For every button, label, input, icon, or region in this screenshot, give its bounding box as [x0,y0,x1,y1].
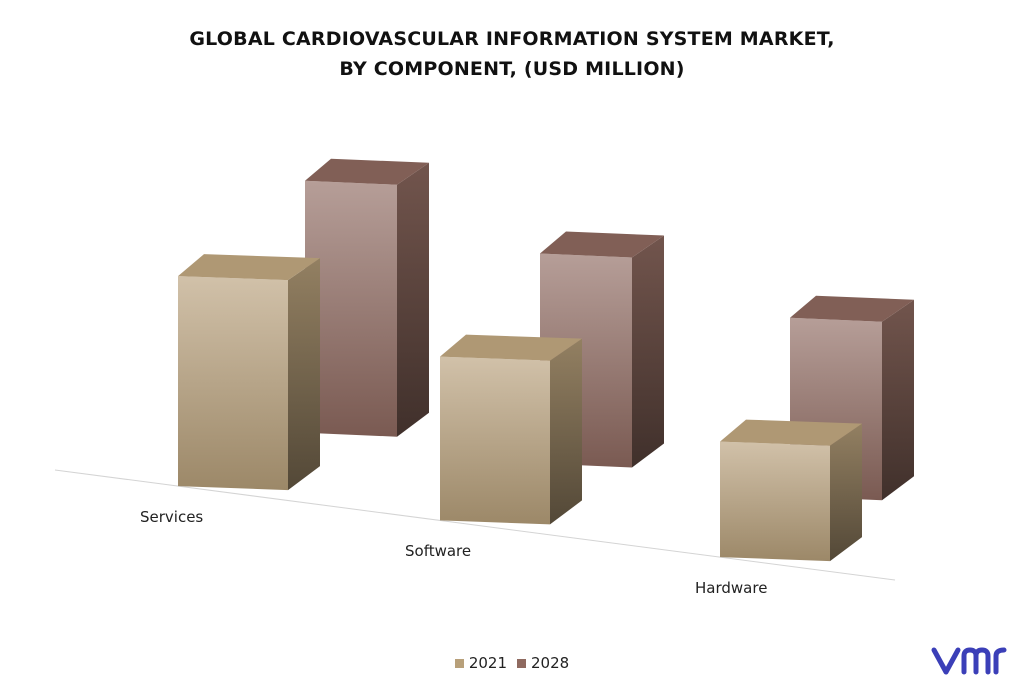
bar-front-face [305,180,397,437]
chart-title-line-1: GLOBAL CARDIOVASCULAR INFORMATION SYSTEM… [189,28,835,50]
bar-top-face [540,231,664,258]
bar-top-face [440,334,582,361]
legend-item-2021: 2021 [454,654,507,672]
bar-front-face [178,276,288,491]
bars-group [178,158,914,562]
bar-top-face [790,295,914,322]
vmr-logo [931,647,1007,675]
category-label-hardware: Hardware [695,579,767,597]
chart-title-line-2: BY COMPONENT, (USD MILLION) [339,58,685,80]
bar-2028-software [540,231,664,468]
bar-2021-hardware [720,419,862,562]
bar-side-face [882,299,914,501]
category-label-software: Software [405,542,471,560]
bar-side-face [550,338,582,525]
bar-front-face [440,356,550,525]
legend-item-2028: 2028 [517,654,569,672]
bar-side-face [830,423,862,562]
bar-front-face [720,441,830,562]
bar-2021-software [440,334,582,525]
category-labels: Services Software Hardware [140,508,767,597]
bar-side-face [397,162,429,437]
legend: 2021 2028 [0,654,1024,672]
floor-line [54,469,896,581]
category-label-services: Services [140,508,203,526]
legend-label-2021: 2021 [468,654,507,672]
bar-2021-services [178,254,320,491]
legend-swatch-2028 [517,658,526,668]
bar-2028-services [305,158,429,437]
bar-side-face [288,258,320,491]
legend-label-2028: 2028 [531,654,570,672]
bar-side-face [632,235,664,468]
bar-top-face [305,158,429,185]
bar-top-face [720,419,862,446]
bar-top-face [178,254,320,281]
legend-swatch-2021 [454,658,464,668]
